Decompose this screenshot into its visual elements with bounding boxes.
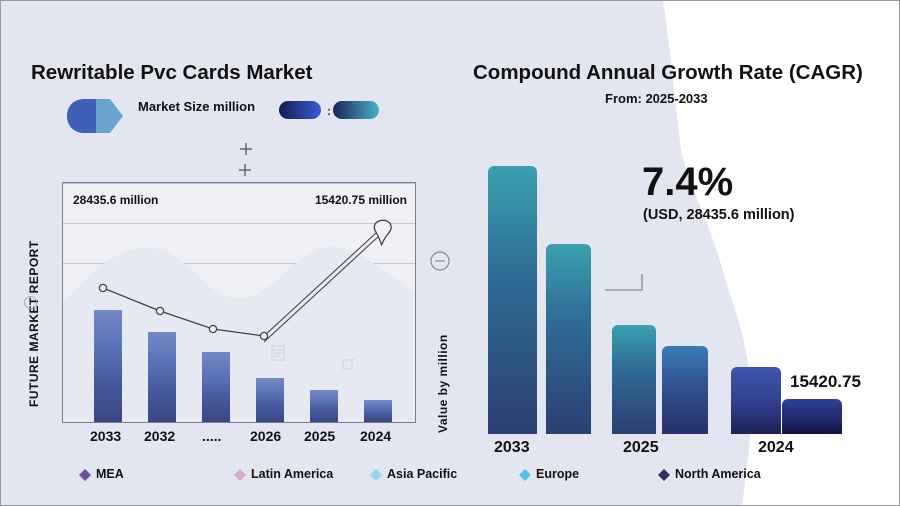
svg-text::: : [327,104,331,118]
